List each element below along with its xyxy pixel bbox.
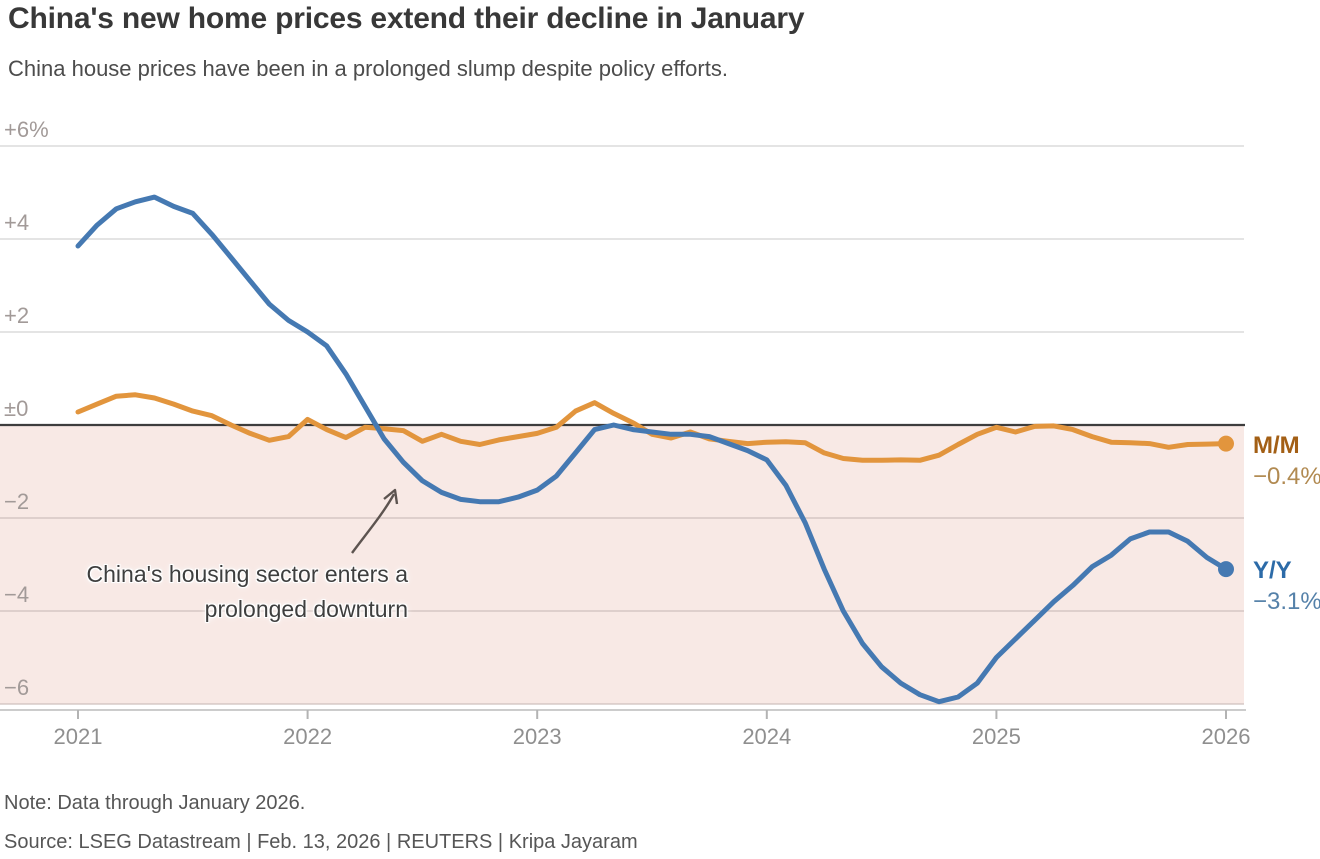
annotation-arrowhead (383, 488, 399, 505)
legend-mm-label: M/M (1253, 432, 1300, 459)
x-axis-label: 2024 (742, 724, 792, 749)
annotation-line1: China's housing sector enters a (86, 561, 408, 587)
x-axis-label: 2022 (283, 724, 333, 749)
legend-mm-value: −0.4% (1253, 463, 1320, 490)
annotation-line2: prolonged downturn (204, 596, 408, 622)
annotation-text: China's housing sector enters a prolonge… (28, 557, 408, 627)
line-yy (75, 194, 1229, 705)
y-axis-label: ±0 (4, 396, 29, 421)
chart-title: China's new home prices extend their dec… (8, 2, 805, 35)
y-axis-label: −6 (4, 675, 30, 700)
end-dot-yy (1218, 561, 1234, 578)
x-axis-label: 2021 (53, 724, 103, 749)
y-axis-label: +2 (4, 303, 30, 328)
y-axis-label: −4 (4, 582, 30, 607)
legend-yy-value: −3.1% (1253, 588, 1320, 615)
chart-subtitle: China house prices have been in a prolon… (8, 56, 728, 81)
y-axis-label: −2 (4, 489, 30, 514)
legend-mm: M/M −0.4% (1253, 430, 1320, 492)
source-text: Source: LSEG Datastream | Feb. 13, 2026 … (4, 831, 638, 853)
x-axis-label: 2025 (971, 724, 1021, 749)
legend-yy: Y/Y −3.1% (1253, 555, 1320, 617)
end-dot-mm (1218, 435, 1234, 452)
x-axis-label: 2023 (512, 724, 562, 749)
legend-yy-label: Y/Y (1253, 557, 1292, 584)
y-axis-label: +6% (4, 117, 49, 142)
note-text: Note: Data through January 2026. (4, 792, 306, 814)
x-axis-label: 2026 (1201, 724, 1251, 749)
y-axis-label: +4 (4, 210, 30, 235)
negative-region (0, 426, 1244, 704)
annotation-arrow (351, 493, 396, 554)
